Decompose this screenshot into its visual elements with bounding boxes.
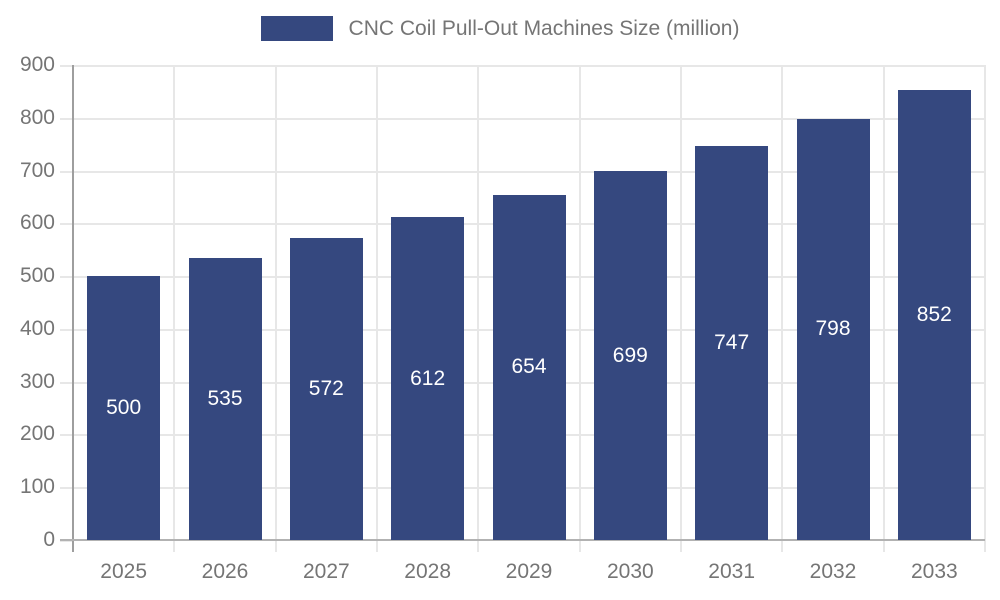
- x-gridline: [984, 65, 986, 552]
- x-axis-tick-label: 2030: [606, 560, 654, 583]
- bar-2031[interactable]: 747: [695, 145, 769, 540]
- x-axis-tick-label: 2032: [809, 560, 857, 583]
- y-axis-tick-label: 300: [19, 369, 55, 393]
- x-gridline: [477, 65, 480, 552]
- bar-2032[interactable]: 798: [796, 118, 870, 540]
- x-gridline: [680, 65, 682, 552]
- y-axis-tick-label: 600: [19, 211, 55, 235]
- bar-value-label: 612: [410, 366, 446, 390]
- bar-2025[interactable]: 500: [87, 276, 161, 540]
- x-gridline: [274, 65, 277, 552]
- x-axis-tick-label: 2031: [708, 560, 756, 583]
- bar-2030[interactable]: 699: [593, 171, 667, 540]
- x-axis-tick-label: 2027: [302, 560, 350, 583]
- bar-value-label: 699: [612, 343, 648, 367]
- y-axis-tick-label: 200: [19, 422, 55, 446]
- x-axis-line: [60, 539, 985, 541]
- x-gridline: [173, 65, 176, 552]
- x-axis-tick-label: 2026: [201, 560, 249, 583]
- y-gridline: [60, 65, 985, 67]
- y-axis-tick-label: 400: [19, 316, 55, 340]
- y-axis-line: [72, 65, 74, 552]
- y-gridline: [60, 117, 985, 120]
- legend-swatch-icon: [260, 16, 333, 41]
- x-axis-tick-label: 2025: [100, 560, 148, 583]
- bar-value-label: 572: [308, 377, 344, 401]
- bar-value-label: 798: [815, 317, 851, 341]
- x-gridline: [578, 65, 581, 552]
- bar-value-label: 500: [106, 396, 142, 420]
- y-axis-tick-label: 900: [19, 53, 55, 76]
- bar-2029[interactable]: 654: [492, 194, 566, 540]
- y-axis-tick-label: 500: [19, 264, 55, 288]
- bar-value-label: 654: [511, 355, 547, 379]
- y-axis-tick-label: 100: [19, 475, 55, 499]
- y-gridline: [60, 170, 985, 173]
- bar-2033[interactable]: 852: [897, 90, 971, 540]
- bar-value-label: 852: [916, 303, 952, 327]
- bar-value-label: 747: [714, 330, 750, 354]
- x-gridline: [882, 65, 885, 552]
- x-gridline: [376, 65, 378, 552]
- bar-2027[interactable]: 572: [289, 238, 363, 540]
- y-axis-tick-label: 700: [19, 158, 55, 182]
- bar-value-label: 535: [207, 386, 243, 410]
- x-axis-tick-label: 2033: [910, 560, 958, 583]
- y-axis-tick-label: 0: [43, 528, 55, 551]
- legend-label: CNC Coil Pull-Out Machines Size (million…: [348, 16, 740, 40]
- x-gridline: [781, 65, 784, 552]
- bar-2028[interactable]: 612: [391, 217, 465, 540]
- bar-2026[interactable]: 535: [188, 257, 262, 540]
- x-axis-tick-label: 2028: [404, 560, 452, 583]
- y-axis-tick-label: 800: [19, 105, 55, 129]
- y-tick: [60, 540, 73, 542]
- chart-legend[interactable]: CNC Coil Pull-Out Machines Size (million…: [0, 16, 1000, 41]
- x-axis-tick-label: 2029: [505, 560, 553, 583]
